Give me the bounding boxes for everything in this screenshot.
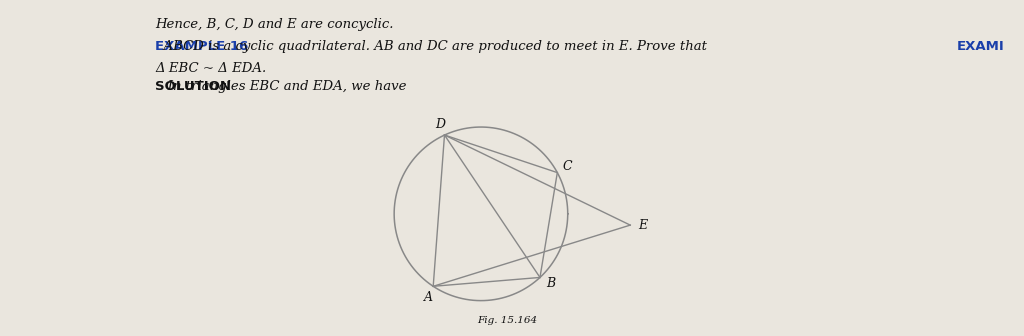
Text: SOLUTION: SOLUTION xyxy=(155,80,231,93)
Text: D: D xyxy=(435,118,445,131)
Text: B: B xyxy=(546,277,555,290)
Text: Hence, B, C, D and E are concyclic.: Hence, B, C, D and E are concyclic. xyxy=(155,18,393,31)
Text: EXAMPLE 16: EXAMPLE 16 xyxy=(155,40,248,53)
Text: C: C xyxy=(563,160,572,173)
Text: Δ EBC ~ Δ EDA.: Δ EBC ~ Δ EDA. xyxy=(155,62,266,75)
Text: A: A xyxy=(424,291,433,304)
Text: EXAMI: EXAMI xyxy=(957,40,1005,53)
Text: In triangles EBC and EDA, we have: In triangles EBC and EDA, we have xyxy=(155,80,407,93)
Text: E: E xyxy=(638,219,647,232)
Text: Fig. 15.164: Fig. 15.164 xyxy=(477,316,537,325)
Text: ABCD is a cyclic quadrilateral. AB and DC are produced to meet in E. Prove that: ABCD is a cyclic quadrilateral. AB and D… xyxy=(155,40,707,53)
